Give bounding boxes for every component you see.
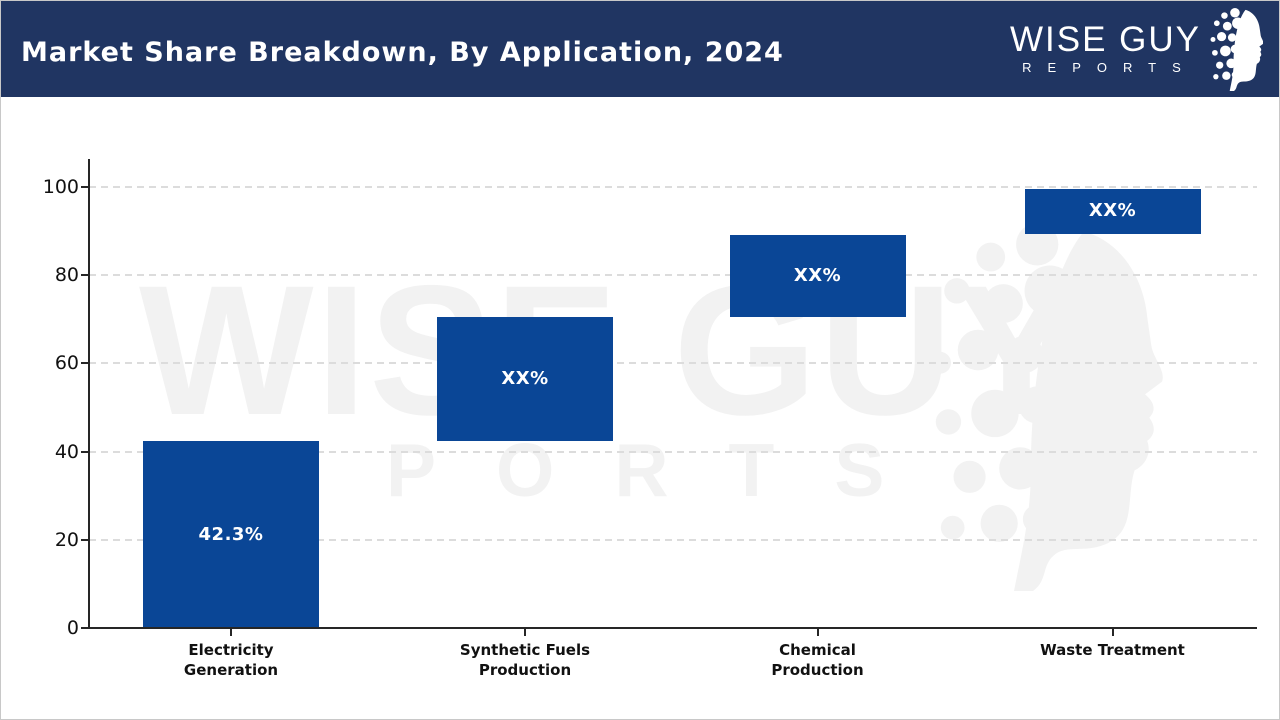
gridline-60 bbox=[89, 362, 1257, 365]
head-profile-dots-icon bbox=[1210, 7, 1263, 91]
bar-synthetic-fuels-production bbox=[437, 316, 613, 442]
logo-wordmark: WISE GUY bbox=[1009, 20, 1201, 59]
x-tick-mark-waste-treatment bbox=[1111, 629, 1114, 636]
category-label-chemical-production: Chemical Production bbox=[771, 641, 864, 679]
y-axis-line bbox=[88, 159, 90, 629]
header-bar: Market Share Breakdown, By Application, … bbox=[1, 1, 1279, 97]
category-label-waste-treatment: Waste Treatment bbox=[1040, 641, 1185, 659]
bar-chemical-production bbox=[729, 235, 906, 317]
y-tick-mark-80 bbox=[81, 274, 89, 277]
logo-subtext: REPORTS bbox=[1022, 60, 1197, 75]
y-tick-label-80: 80 bbox=[54, 264, 79, 287]
y-tick-label-20: 20 bbox=[54, 528, 79, 551]
y-tick-mark-40 bbox=[81, 450, 89, 453]
x-tick-mark-chemical-production bbox=[816, 629, 819, 636]
bar-value-label-waste-treatment: XX% bbox=[1088, 200, 1137, 222]
gridline-40 bbox=[89, 450, 1257, 453]
gridline-100 bbox=[89, 185, 1257, 188]
bar-electricity-generation bbox=[143, 441, 319, 628]
bar-value-label-synthetic-fuels-production: XX% bbox=[501, 368, 549, 390]
y-tick-label-100: 100 bbox=[42, 175, 79, 198]
wise-guy-logo: WISE GUY REPORTS bbox=[1010, 7, 1263, 91]
y-tick-label-0: 0 bbox=[66, 617, 79, 639]
y-tick-mark-0 bbox=[81, 627, 89, 629]
gridline-20 bbox=[89, 538, 1257, 541]
y-tick-mark-20 bbox=[81, 538, 89, 541]
y-tick-mark-100 bbox=[81, 185, 89, 188]
bar-value-label-electricity-generation: 42.3% bbox=[198, 523, 264, 545]
y-tick-label-40: 40 bbox=[54, 440, 79, 463]
category-label-electricity-generation: Electricity Generation bbox=[183, 641, 279, 679]
bar-value-label-chemical-production: XX% bbox=[793, 265, 842, 287]
category-label-synthetic-fuels-production: Synthetic Fuels Production bbox=[459, 641, 591, 679]
x-axis-line bbox=[88, 627, 1257, 629]
logo-text: WISE GUY REPORTS bbox=[1010, 22, 1201, 76]
x-tick-mark-synthetic-fuels-production bbox=[524, 629, 526, 636]
y-tick-mark-60 bbox=[81, 362, 89, 365]
y-tick-label-60: 60 bbox=[54, 352, 79, 375]
chart-title: Market Share Breakdown, By Application, … bbox=[21, 37, 784, 68]
gridline-80 bbox=[89, 274, 1257, 277]
x-tick-mark-electricity-generation bbox=[230, 629, 232, 636]
